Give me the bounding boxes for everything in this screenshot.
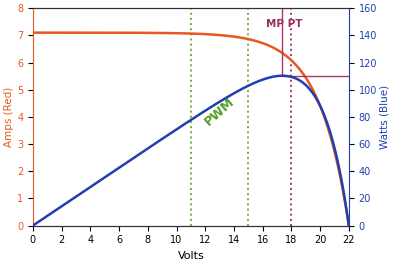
- X-axis label: Volts: Volts: [178, 251, 204, 261]
- Y-axis label: Amps (Red): Amps (Red): [4, 87, 14, 147]
- Text: MP PT: MP PT: [266, 19, 303, 29]
- Text: PWM: PWM: [202, 95, 237, 128]
- Y-axis label: Watts (Blue): Watts (Blue): [380, 85, 390, 149]
